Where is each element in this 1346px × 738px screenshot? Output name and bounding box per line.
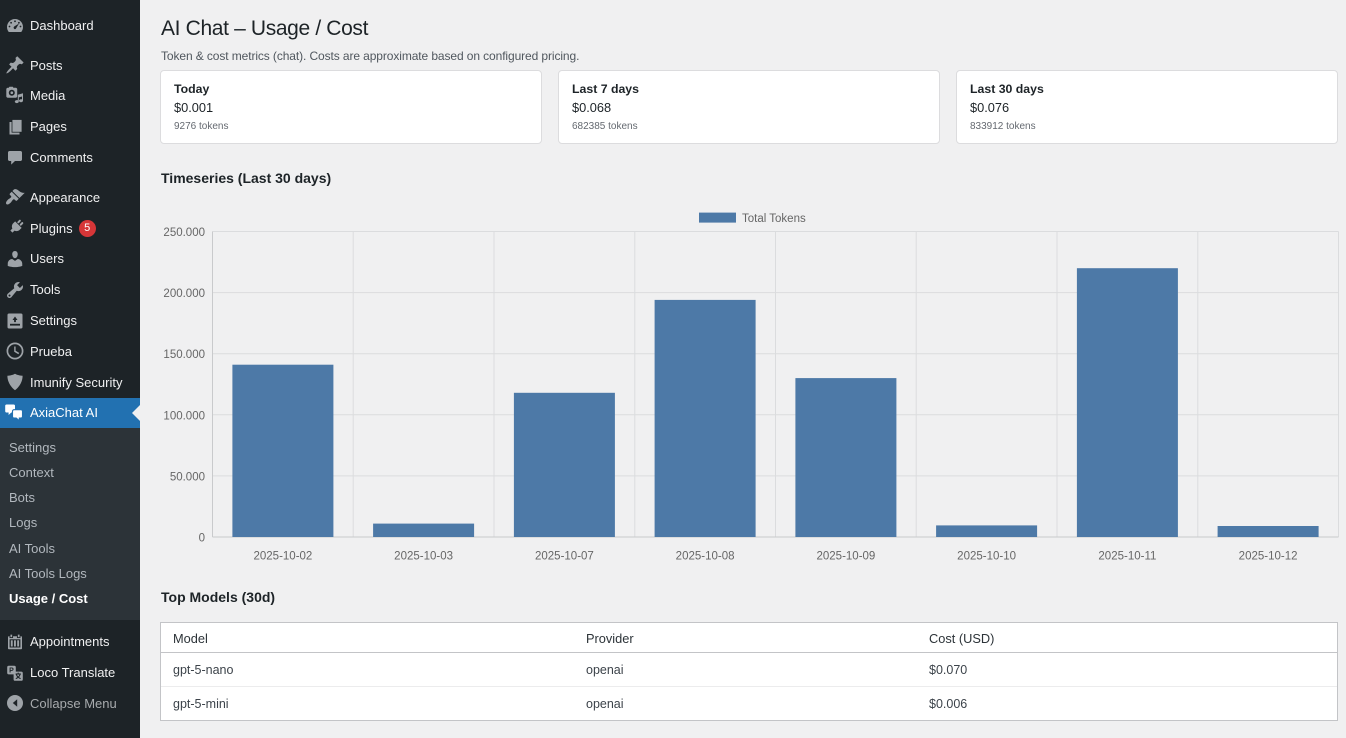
svg-text:200.000: 200.000 (163, 288, 205, 300)
svg-text:Total Tokens: Total Tokens (742, 213, 806, 225)
svg-text:0: 0 (199, 533, 205, 545)
svg-text:2025-10-08: 2025-10-08 (676, 551, 735, 563)
svg-text:250.000: 250.000 (163, 227, 205, 239)
svg-text:2025-10-09: 2025-10-09 (816, 551, 875, 563)
svg-text:2025-10-11: 2025-10-11 (1098, 551, 1156, 563)
svg-text:P: P (9, 667, 14, 674)
svg-text:100.000: 100.000 (163, 410, 205, 422)
svg-text:150.000: 150.000 (163, 349, 205, 361)
svg-text:2025-10-12: 2025-10-12 (1239, 551, 1298, 563)
svg-text:2025-10-03: 2025-10-03 (394, 551, 453, 563)
svg-text:50.000: 50.000 (170, 471, 205, 483)
svg-text:2025-10-07: 2025-10-07 (535, 551, 594, 563)
svg-text:2025-10-02: 2025-10-02 (253, 551, 312, 563)
svg-text:2025-10-10: 2025-10-10 (957, 551, 1016, 563)
